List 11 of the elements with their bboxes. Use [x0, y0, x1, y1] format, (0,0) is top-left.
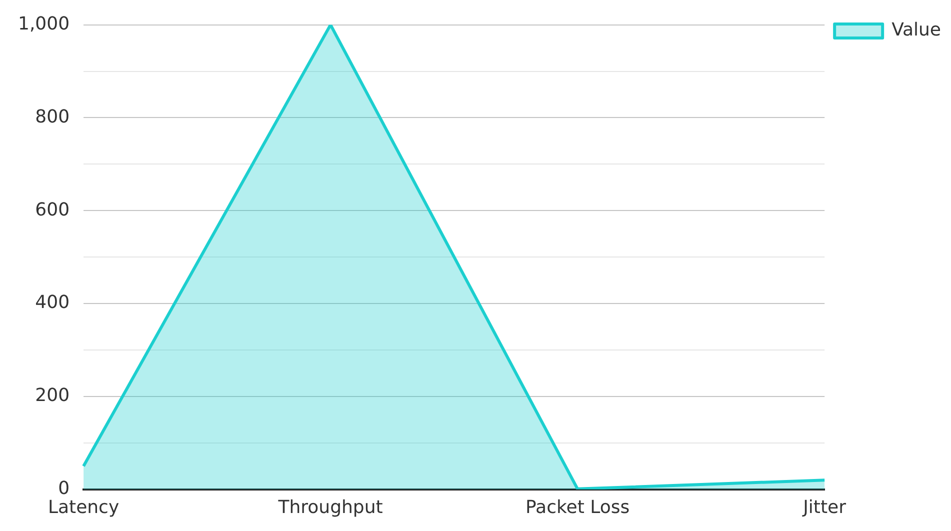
- y-tick-label: 400: [35, 292, 70, 314]
- y-tick-label: 1,000: [18, 13, 70, 34]
- y-tick-label: 800: [35, 106, 70, 128]
- x-tick-label: Latency: [48, 496, 120, 518]
- x-tick-label: Packet Loss: [526, 496, 630, 518]
- legend-label: Value: [892, 20, 942, 41]
- y-tick-label: 0: [58, 478, 70, 500]
- y-tick-label: 600: [35, 199, 70, 220]
- y-tick-label: 200: [35, 385, 70, 406]
- x-tick-label: Throughput: [277, 496, 383, 518]
- x-tick-label: Jitter: [802, 496, 847, 518]
